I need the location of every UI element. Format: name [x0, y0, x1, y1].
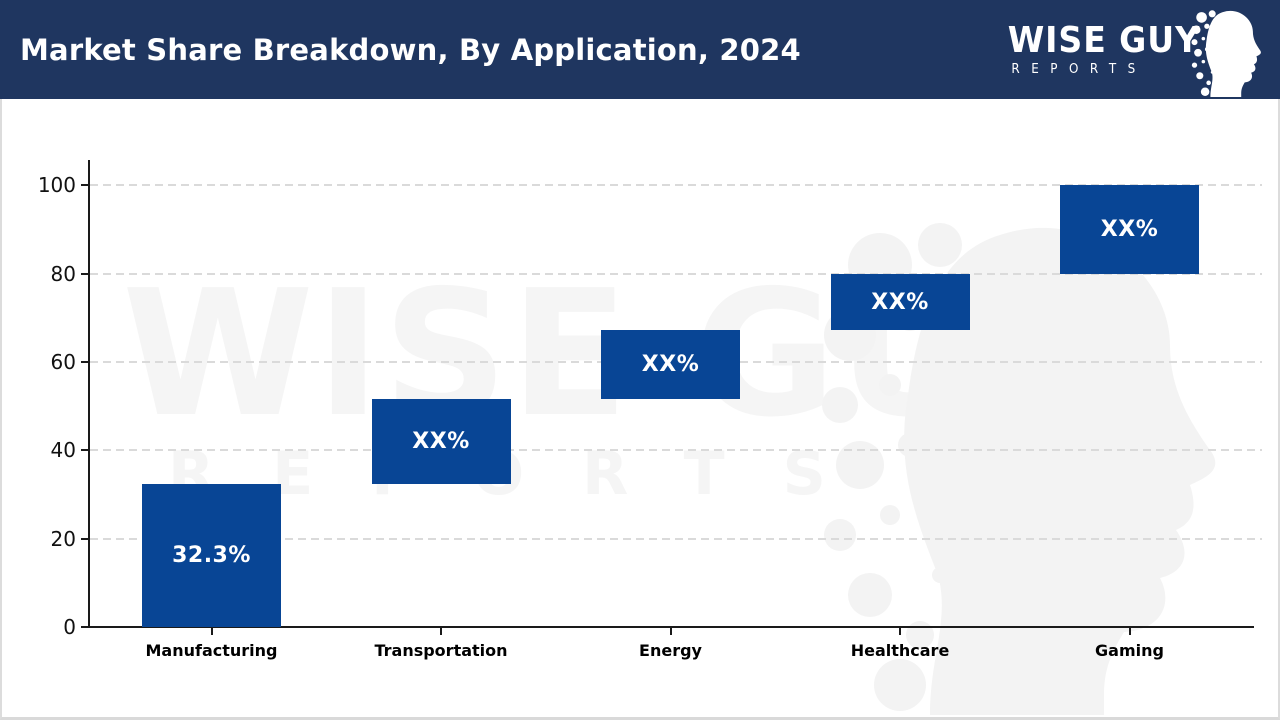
- x-tick-mark-manufacturing: [210, 628, 213, 635]
- wiseguy-face-watermark-icon: [822, 223, 1216, 715]
- bar-value-label: XX%: [641, 352, 700, 378]
- bar-value-label: XX%: [412, 429, 470, 455]
- bar-gaming: XX%: [1060, 185, 1199, 275]
- y-tick-label-0: 0: [63, 615, 76, 639]
- x-tick-mark-energy: [669, 628, 672, 635]
- x-tick-mark-gaming: [1128, 628, 1131, 635]
- gridline-100: [90, 184, 1262, 187]
- bar-healthcare: XX%: [830, 274, 970, 331]
- x-tick-mark-healthcare: [899, 628, 901, 635]
- y-tick-mark-60: [81, 360, 89, 363]
- y-tick-label-100: 100: [37, 173, 76, 198]
- logo-text: WISE GUY REPORTS: [1007, 19, 1200, 77]
- y-tick-label-80: 80: [50, 261, 76, 286]
- x-tick-label-gaming: Gaming: [1095, 641, 1164, 660]
- y-axis-line: [88, 160, 90, 628]
- gridline-20: [90, 537, 1262, 540]
- bar-manufacturing: 32.3%: [142, 484, 281, 627]
- x-tick-label-manufacturing: Manufacturing: [145, 641, 278, 660]
- y-tick-mark-100: [81, 184, 89, 187]
- y-tick-mark-0: [81, 626, 89, 628]
- y-tick-label-40: 40: [50, 438, 76, 463]
- x-axis-line: [88, 626, 1254, 628]
- y-tick-label-20: 20: [50, 526, 76, 551]
- chart-title: Market Share Breakdown, By Application, …: [20, 32, 801, 67]
- wiseguy-face-icon: [1191, 9, 1261, 97]
- x-tick-label-healthcare: Healthcare: [850, 641, 950, 660]
- bar-transportation: XX%: [371, 399, 511, 485]
- x-tick-label-energy: Energy: [639, 641, 702, 660]
- bar-value-label: 32.3%: [172, 543, 251, 569]
- gridline-40: [90, 449, 1262, 452]
- x-tick-label-transportation: Transportation: [374, 641, 508, 660]
- logo-wiseguy-text: WISE GUY: [1007, 19, 1200, 61]
- header-banner: Market Share Breakdown, By Application, …: [0, 0, 1280, 99]
- y-tick-mark-40: [81, 449, 89, 452]
- logo-reports-text: REPORTS: [1011, 61, 1147, 77]
- bar-value-label: XX%: [871, 289, 929, 315]
- gridline-80: [90, 272, 1262, 275]
- y-tick-mark-80: [81, 272, 89, 275]
- y-tick-mark-20: [81, 537, 89, 540]
- bar-value-label: XX%: [1100, 217, 1159, 243]
- wiseguy-reports-logo: WISE GUY REPORTS: [991, 0, 1280, 99]
- bar-energy: XX%: [601, 330, 740, 400]
- x-tick-mark-transportation: [440, 628, 442, 635]
- y-tick-label-60: 60: [50, 349, 76, 374]
